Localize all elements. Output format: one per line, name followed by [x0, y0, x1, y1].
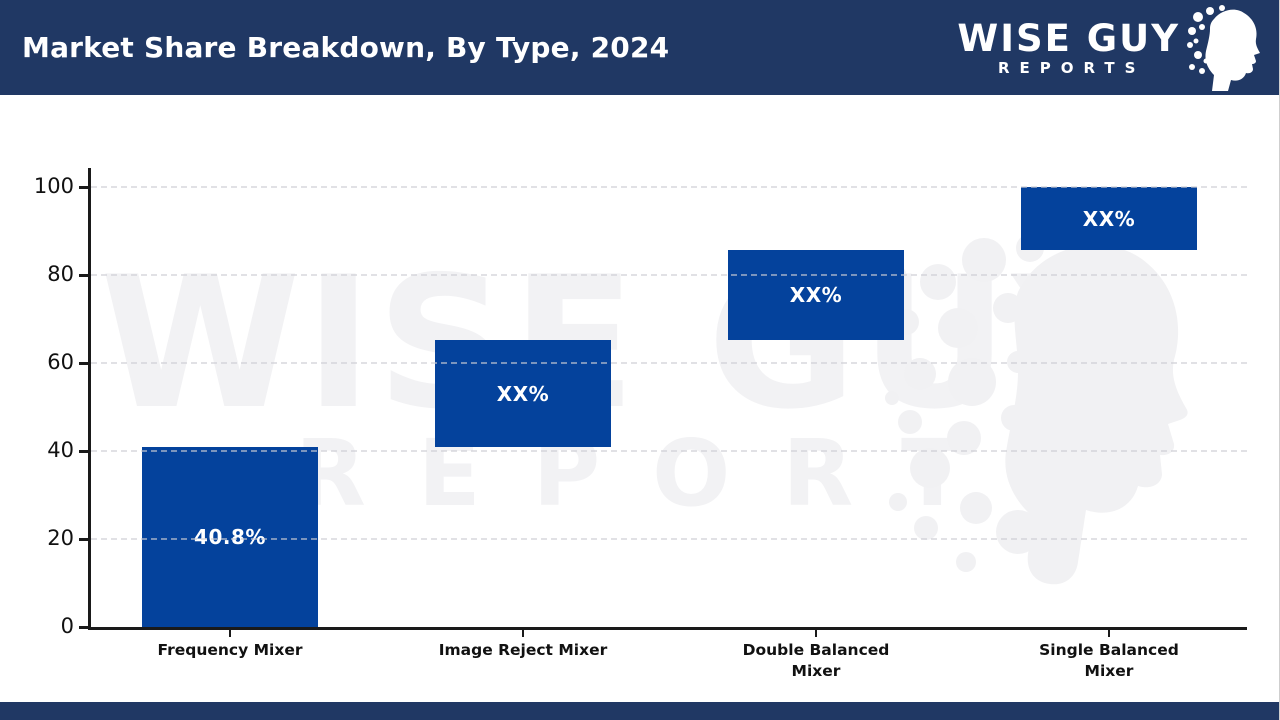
bar-frequency-mixer: 40.8%: [142, 447, 318, 627]
grid-line: [91, 362, 1247, 364]
header-bar: Market Share Breakdown, By Type, 2024 WI…: [0, 0, 1279, 95]
category-label: Double Balanced Mixer: [742, 641, 890, 680]
bar-image-reject-mixer: XX%: [435, 340, 611, 447]
y-tick-label: 40: [47, 438, 74, 462]
bar-value-label: XX%: [496, 381, 550, 406]
grid-line: [91, 274, 1247, 276]
bar-value-label: XX%: [789, 283, 843, 307]
y-axis-tick: [79, 186, 88, 189]
y-tick-label: 80: [47, 262, 74, 286]
x-axis-tick: [522, 630, 524, 637]
wise-guy-reports-logo: WISE GUY REPORTS: [957, 4, 1262, 91]
y-axis-line: [88, 168, 91, 630]
grid-line: [91, 538, 1247, 540]
y-tick-label: 20: [47, 526, 74, 550]
logo-wordmark: WISE GUY: [957, 16, 1180, 60]
grid-line: [91, 450, 1247, 452]
x-axis-tick: [229, 630, 231, 637]
grid-line: [91, 186, 1247, 188]
category-label: Frequency Mixer: [157, 641, 303, 659]
x-axis-line: [88, 627, 1247, 630]
y-axis-tick: [79, 274, 88, 277]
y-tick-label: 60: [47, 350, 74, 374]
y-axis-tick: [79, 538, 88, 541]
footer-bar: [0, 702, 1279, 720]
bar-value-label: 40.8%: [194, 525, 266, 549]
category-label: Image Reject Mixer: [438, 641, 608, 659]
logo-face-icon: [1187, 4, 1260, 91]
y-axis-tick: [79, 450, 88, 453]
bar-double-balanced-mixer: XX%: [728, 250, 904, 340]
y-axis-tick: [79, 626, 88, 629]
logo-subtext: REPORTS: [997, 58, 1146, 77]
y-tick-label: 100: [33, 174, 74, 198]
x-axis-tick: [1108, 630, 1110, 637]
category-label: Single Balanced Mixer: [1039, 641, 1179, 680]
bar-value-label: XX%: [1082, 206, 1136, 231]
page-title: Market Share Breakdown, By Type, 2024: [22, 31, 670, 64]
x-axis-tick: [815, 630, 817, 637]
y-tick-label: 0: [60, 614, 74, 638]
y-axis-tick: [79, 362, 88, 365]
bar-single-balanced-mixer: XX%: [1021, 187, 1197, 250]
logo-text: WISE GUY REPORTS: [957, 20, 1180, 76]
